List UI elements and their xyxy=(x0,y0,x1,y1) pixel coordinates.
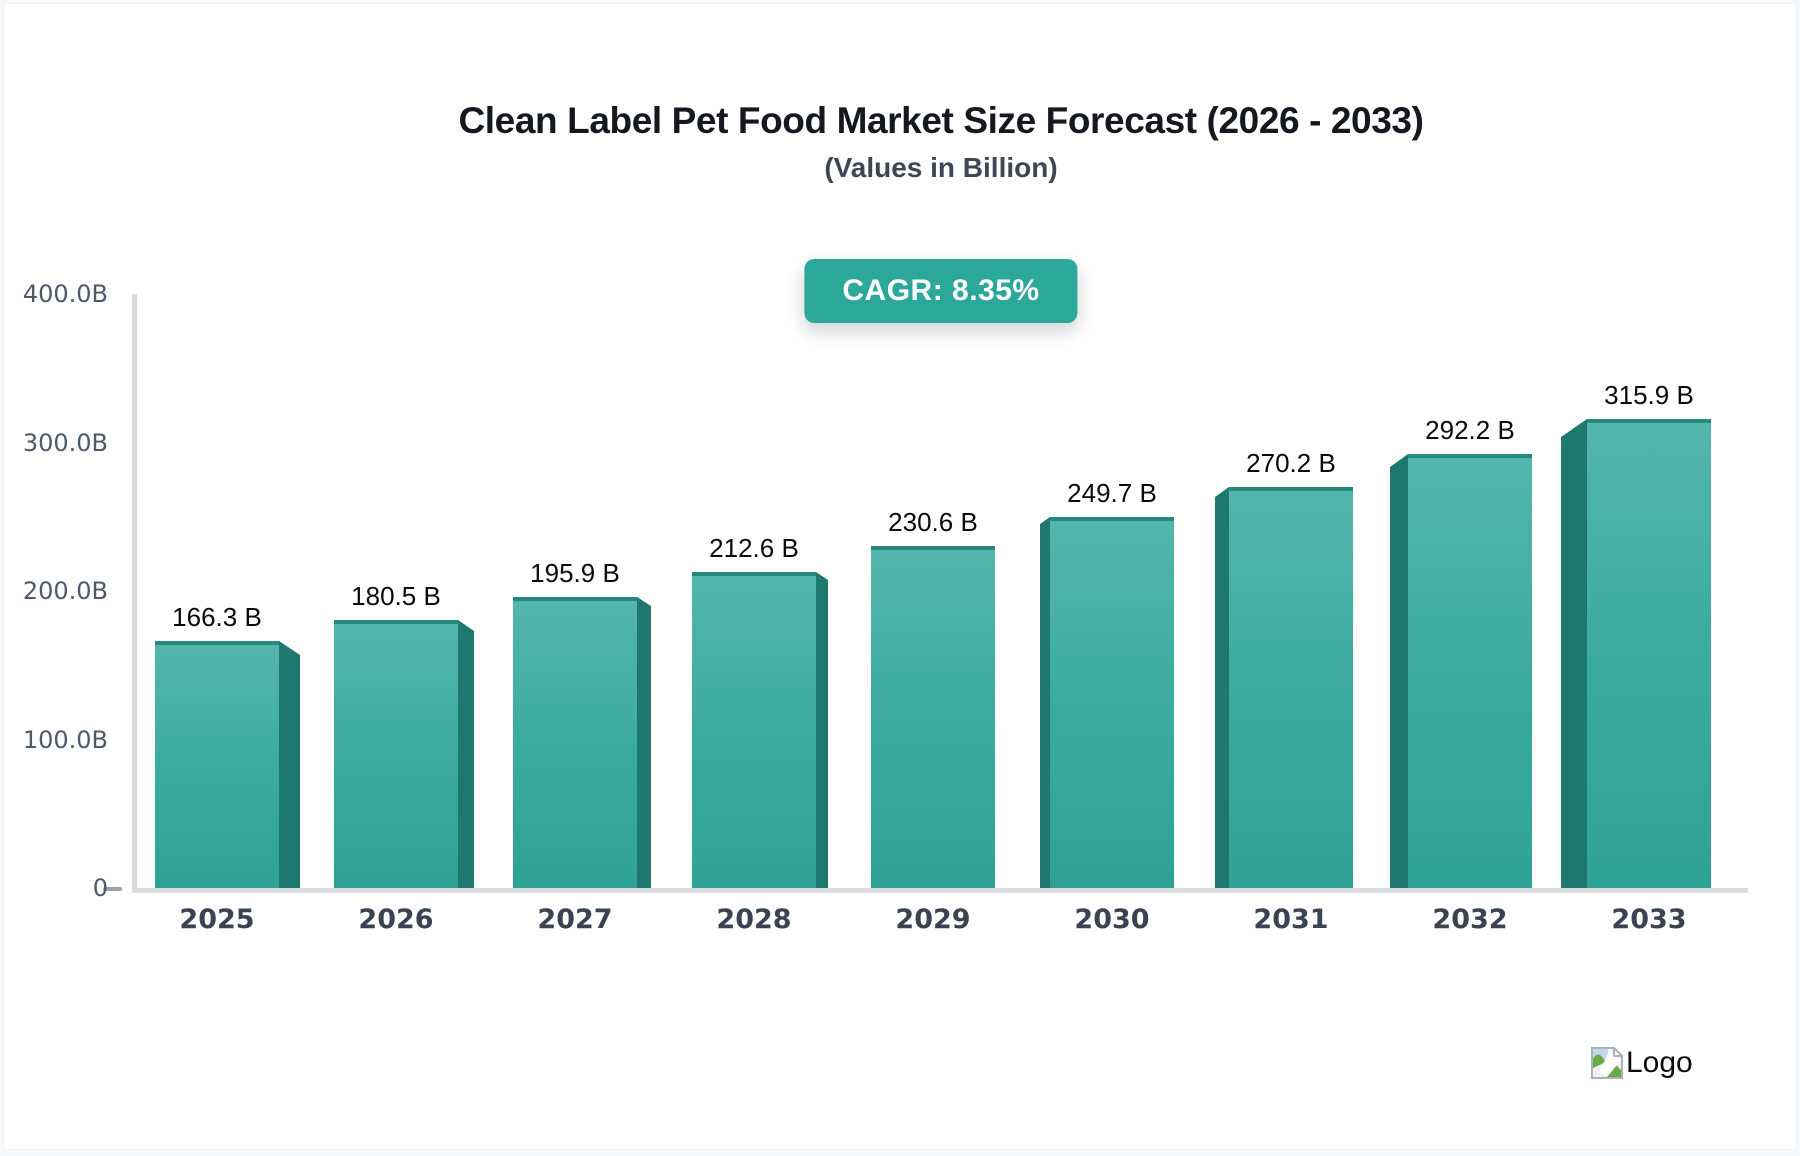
cagr-badge: CAGR: 8.35% xyxy=(804,259,1078,323)
logo-alt-text: Logo xyxy=(1626,1046,1693,1079)
bar-2027[interactable] xyxy=(513,597,637,888)
chart-header: Clean Label Pet Food Market Size Forecas… xyxy=(134,4,1748,344)
y-axis-tick-label: 0 xyxy=(92,874,108,902)
bar-side-face xyxy=(816,572,828,888)
x-axis-label-2030: 2030 xyxy=(1074,904,1150,935)
bar-value-label-2032: 292.2 B xyxy=(1425,415,1515,445)
x-axis-label-2031: 2031 xyxy=(1253,904,1329,935)
bar-value-label-2026: 180.5 B xyxy=(351,581,441,611)
bar-side-face xyxy=(1561,419,1587,888)
bar-side-face xyxy=(1390,454,1408,888)
bar-2032[interactable] xyxy=(1408,454,1532,888)
bar-value-label-2030: 249.7 B xyxy=(1067,478,1157,508)
bar-2031[interactable] xyxy=(1229,487,1353,888)
bar-side-face xyxy=(279,641,300,888)
logo-container: Logo xyxy=(1590,1044,1693,1080)
bar-value-label-2033: 315.9 B xyxy=(1604,380,1694,410)
y-axis-line xyxy=(132,294,137,893)
bar-value-label-2029: 230.6 B xyxy=(888,507,978,537)
bar-2028[interactable] xyxy=(692,572,816,888)
x-axis-label-2032: 2032 xyxy=(1432,904,1508,935)
x-axis-label-2028: 2028 xyxy=(716,904,792,935)
zero-tick-mark xyxy=(103,887,122,891)
bar-value-label-2028: 212.6 B xyxy=(709,533,799,563)
bar-side-face xyxy=(1215,487,1229,888)
chart-card: Clean Label Pet Food Market Size Forecas… xyxy=(3,3,1797,1150)
bar-value-label-2025: 166.3 B xyxy=(172,602,262,632)
y-axis-tick-label: 300.0B xyxy=(22,428,108,457)
y-axis-tick-label: 400.0B xyxy=(22,280,108,308)
y-axis-tick-label: 200.0B xyxy=(22,577,108,605)
bar-2033[interactable] xyxy=(1587,419,1711,888)
bar-value-label-2027: 195.9 B xyxy=(530,558,620,588)
broken-image-icon xyxy=(1591,1047,1623,1079)
bar-value-label-2031: 270.2 B xyxy=(1246,448,1336,478)
bar-2030[interactable] xyxy=(1050,517,1174,888)
bar-side-face xyxy=(458,620,474,888)
x-axis-label-2027: 2027 xyxy=(537,904,613,935)
chart-subtitle: (Values in Billion) xyxy=(824,152,1058,183)
bar-side-face xyxy=(637,597,651,888)
bar-2029[interactable] xyxy=(871,546,995,888)
x-axis-label-2033: 2033 xyxy=(1611,904,1687,935)
x-axis-label-2029: 2029 xyxy=(895,904,971,935)
x-axis-line xyxy=(132,888,1748,893)
bar-2026[interactable] xyxy=(334,620,458,888)
x-axis-label-2026: 2026 xyxy=(358,904,434,935)
x-axis-label-2025: 2025 xyxy=(179,904,255,935)
bar-side-face xyxy=(1040,517,1050,888)
y-axis-tick-label: 100.0B xyxy=(22,725,108,754)
chart-title: Clean Label Pet Food Market Size Forecas… xyxy=(458,100,1424,141)
bar-2025[interactable] xyxy=(155,641,279,888)
